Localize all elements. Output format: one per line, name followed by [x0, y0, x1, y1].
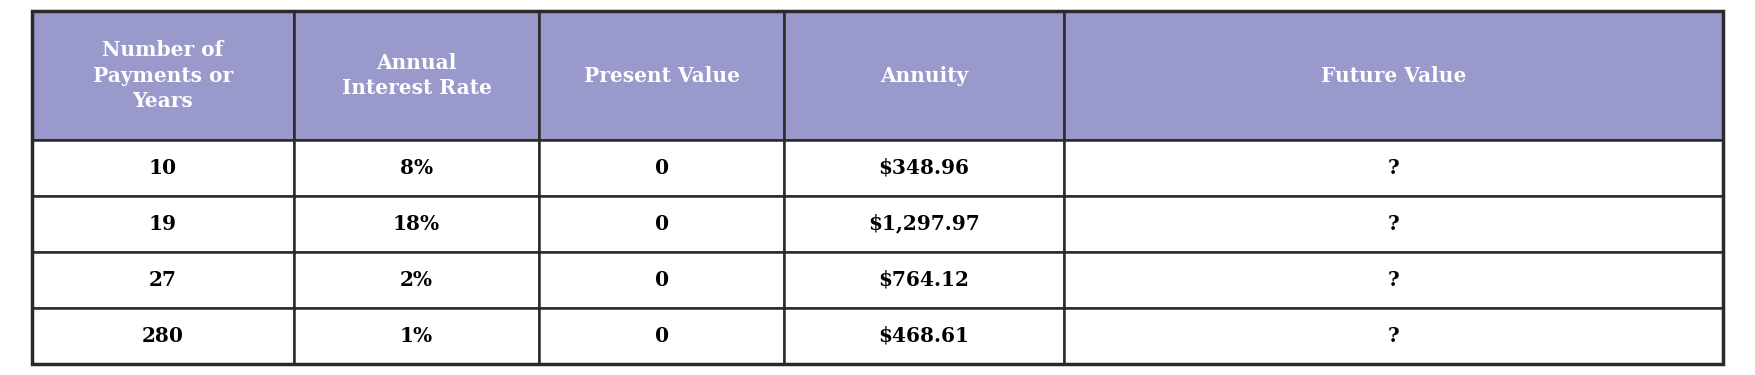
Text: 19: 19 — [149, 214, 177, 234]
Bar — [539, 252, 784, 308]
Bar — [784, 11, 1064, 140]
Bar — [32, 252, 293, 308]
Text: 0: 0 — [655, 214, 669, 234]
Text: 27: 27 — [149, 270, 177, 290]
Text: 2%: 2% — [400, 270, 433, 290]
Text: Future Value: Future Value — [1322, 66, 1465, 86]
Text: Annual
Interest Rate: Annual Interest Rate — [342, 53, 491, 98]
Bar — [784, 308, 1064, 364]
Text: $468.61: $468.61 — [879, 326, 969, 346]
Text: ?: ? — [1388, 214, 1399, 234]
Bar — [784, 196, 1064, 252]
Text: ?: ? — [1388, 270, 1399, 290]
Bar — [539, 308, 784, 364]
Bar — [32, 11, 293, 140]
Text: 0: 0 — [655, 326, 669, 346]
Text: $764.12: $764.12 — [879, 270, 969, 290]
Bar — [539, 140, 784, 196]
Text: 280: 280 — [142, 326, 184, 346]
Bar — [784, 252, 1064, 308]
Bar — [1064, 308, 1723, 364]
Text: ?: ? — [1388, 326, 1399, 346]
Text: Annuity: Annuity — [879, 66, 969, 86]
Bar — [784, 140, 1064, 196]
Text: Present Value: Present Value — [584, 66, 741, 86]
Bar — [1064, 140, 1723, 196]
Bar — [539, 196, 784, 252]
Text: 0: 0 — [655, 270, 669, 290]
Text: 1%: 1% — [400, 326, 433, 346]
Text: 18%: 18% — [393, 214, 441, 234]
Bar — [539, 11, 784, 140]
Text: Number of
Payments or
Years: Number of Payments or Years — [93, 40, 233, 111]
Text: 0: 0 — [655, 158, 669, 178]
Bar — [293, 140, 539, 196]
Text: ?: ? — [1388, 158, 1399, 178]
Bar — [293, 308, 539, 364]
Bar — [293, 11, 539, 140]
Bar — [1064, 252, 1723, 308]
Bar — [1064, 11, 1723, 140]
Text: $1,297.97: $1,297.97 — [869, 214, 979, 234]
Text: $348.96: $348.96 — [879, 158, 969, 178]
Bar — [293, 196, 539, 252]
Bar — [32, 308, 293, 364]
Bar — [1064, 196, 1723, 252]
Bar — [32, 196, 293, 252]
Bar — [32, 140, 293, 196]
Text: 8%: 8% — [400, 158, 433, 178]
Bar — [293, 252, 539, 308]
Text: 10: 10 — [149, 158, 177, 178]
